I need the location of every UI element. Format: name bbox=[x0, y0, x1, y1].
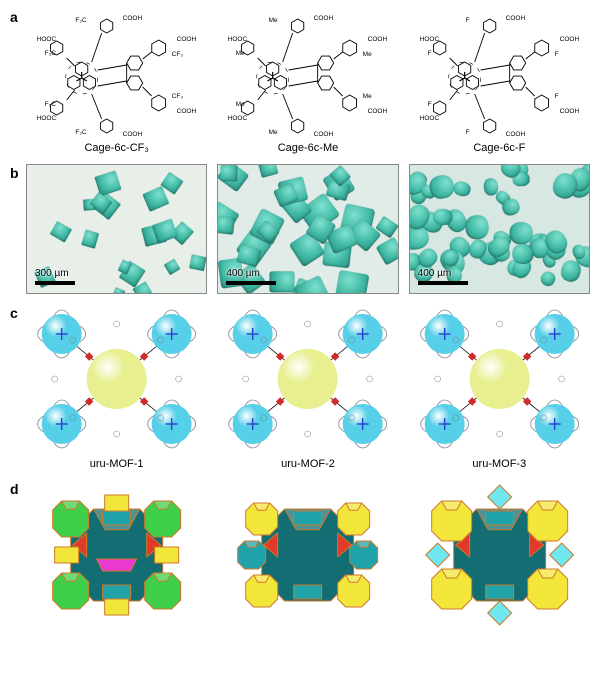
svg-text:Me: Me bbox=[236, 50, 245, 57]
chem-svg-0: COOH CF₃ COOH CF₃ HOOC F₃C HOOC F₃C COOH F₃C COOH F… bbox=[26, 8, 207, 138]
svg-text:COOH: COOH bbox=[123, 131, 143, 138]
chem-structure-1: COOH Me COOH Me HOOC Me HOOC Me COOH Me COOH Me bbox=[217, 8, 398, 138]
row-b-cells: 300 µm 400 µm 400 µm bbox=[26, 164, 590, 294]
scalebar-text-1: 400 µm bbox=[226, 268, 260, 279]
panel-label-c: c bbox=[10, 304, 26, 320]
svg-text:F: F bbox=[427, 50, 431, 57]
tiling-0 bbox=[26, 480, 207, 630]
scalebar-bar-2 bbox=[418, 281, 468, 285]
svg-text:COOH: COOH bbox=[123, 15, 143, 22]
figure: a COOHCF₃COOHCF₃HOOCF₃CHOOCF₃CCOOHF₃CCOO… bbox=[0, 0, 600, 642]
scalebar-text-2: 400 µm bbox=[418, 268, 452, 279]
svg-text:F₃C: F₃C bbox=[45, 101, 57, 108]
chem-caption-2: Cage-6c-F bbox=[473, 142, 525, 154]
scalebar-text-0: 300 µm bbox=[35, 268, 69, 279]
scalebar-0: 300 µm bbox=[35, 268, 75, 285]
scalebar-bar-1 bbox=[226, 281, 276, 285]
scalebar-1: 400 µm bbox=[226, 268, 276, 285]
svg-text:HOOC: HOOC bbox=[37, 36, 57, 43]
micro-cell-1: 400 µm bbox=[217, 164, 398, 294]
mof-structure-0 bbox=[26, 304, 207, 454]
svg-text:COOH: COOH bbox=[505, 15, 525, 22]
chem-cell-2: COOH F COOH F HOOC F HOOC F COOH F COOH F Cage-6c-F bbox=[409, 8, 590, 154]
struct-cell-2: uru-MOF-3 bbox=[409, 304, 590, 470]
svg-text:COOH: COOH bbox=[559, 108, 579, 115]
scalebar-2: 400 µm bbox=[418, 268, 468, 285]
chem-structure-0: COOH CF₃ COOH CF₃ HOOC F₃C HOOC F₃C COOH F₃C COOH F… bbox=[26, 8, 207, 138]
svg-text:HOOC: HOOC bbox=[419, 36, 439, 43]
svg-text:COOH: COOH bbox=[314, 131, 334, 138]
svg-text:CF₃: CF₃ bbox=[172, 93, 184, 100]
svg-text:COOH: COOH bbox=[559, 36, 579, 43]
svg-text:F₃C: F₃C bbox=[75, 17, 87, 24]
svg-text:F₃C: F₃C bbox=[45, 50, 57, 57]
micrograph-0: 300 µm bbox=[26, 164, 207, 294]
row-b: b 300 µm 400 µm bbox=[10, 164, 590, 294]
row-d-cells bbox=[26, 480, 590, 630]
svg-text:Me: Me bbox=[363, 51, 372, 58]
tile-cell-0 bbox=[26, 480, 207, 630]
svg-text:COOH: COOH bbox=[368, 36, 388, 43]
svg-text:Me: Me bbox=[269, 129, 278, 136]
struct-caption-1: uru-MOF-2 bbox=[281, 458, 335, 470]
svg-text:F: F bbox=[554, 51, 558, 58]
tiling-2 bbox=[409, 480, 590, 630]
svg-text:COOH: COOH bbox=[177, 108, 197, 115]
micrograph-1: 400 µm bbox=[217, 164, 398, 294]
svg-text:CF₃: CF₃ bbox=[172, 51, 184, 58]
svg-text:F: F bbox=[465, 17, 469, 24]
mof-structure-1 bbox=[217, 304, 398, 454]
panel-label-a: a bbox=[10, 8, 26, 24]
panel-label-b: b bbox=[10, 164, 26, 180]
struct-caption-0: uru-MOF-1 bbox=[90, 458, 144, 470]
svg-text:F: F bbox=[465, 129, 469, 136]
svg-text:Me: Me bbox=[236, 101, 245, 108]
svg-text:HOOC: HOOC bbox=[228, 36, 248, 43]
svg-text:F: F bbox=[427, 101, 431, 108]
row-d: d bbox=[10, 480, 590, 630]
struct-caption-2: uru-MOF-3 bbox=[472, 458, 526, 470]
svg-text:Me: Me bbox=[363, 93, 372, 100]
tile-cell-2 bbox=[409, 480, 590, 630]
micro-cell-0: 300 µm bbox=[26, 164, 207, 294]
svg-text:COOH: COOH bbox=[177, 36, 197, 43]
struct-cell-0: uru-MOF-1 bbox=[26, 304, 207, 470]
svg-text:HOOC: HOOC bbox=[228, 115, 248, 122]
tile-cell-1 bbox=[217, 480, 398, 630]
svg-text:HOOC: HOOC bbox=[37, 115, 57, 122]
row-a-cells: COOH CF₃ COOH CF₃ HOOC F₃C HOOC F₃C COOH F₃C COOH F… bbox=[26, 8, 590, 154]
chem-caption-1: Cage-6c-Me bbox=[278, 142, 339, 154]
chem-caption-0: Cage-6c-CF₃ bbox=[84, 142, 148, 154]
svg-text:F₃C: F₃C bbox=[75, 129, 87, 136]
panel-label-d: d bbox=[10, 480, 26, 496]
tiling-1 bbox=[217, 480, 398, 630]
mof-structure-2 bbox=[409, 304, 590, 454]
struct-cell-1: uru-MOF-2 bbox=[217, 304, 398, 470]
chem-cell-1: COOH Me COOH Me HOOC Me HOOC Me COOH Me COOH Me Cag… bbox=[217, 8, 398, 154]
chem-cell-0: COOH CF₃ COOH CF₃ HOOC F₃C HOOC F₃C COOH F₃C COOH F… bbox=[26, 8, 207, 154]
svg-text:HOOC: HOOC bbox=[419, 115, 439, 122]
chem-svg-1: COOH Me COOH Me HOOC Me HOOC Me COOH Me COOH Me bbox=[217, 8, 398, 138]
row-c-cells: uru-MOF-1 uru-MOF-2 uru-MOF-3 bbox=[26, 304, 590, 470]
scalebar-bar-0 bbox=[35, 281, 75, 285]
row-a: a COOHCF₃COOHCF₃HOOCF₃CHOOCF₃CCOOHF₃CCOO… bbox=[10, 8, 590, 154]
chem-structure-2: COOH F COOH F HOOC F HOOC F COOH F COOH F bbox=[409, 8, 590, 138]
svg-text:Me: Me bbox=[269, 17, 278, 24]
chem-svg-2: COOH F COOH F HOOC F HOOC F COOH F COOH F bbox=[409, 8, 590, 138]
row-c: c uru-MOF-1 uru-MOF-2 uru-MOF-3 bbox=[10, 304, 590, 470]
micrograph-2: 400 µm bbox=[409, 164, 590, 294]
svg-text:COOH: COOH bbox=[368, 108, 388, 115]
svg-text:COOH: COOH bbox=[314, 15, 334, 22]
micro-cell-2: 400 µm bbox=[409, 164, 590, 294]
svg-text:F: F bbox=[554, 93, 558, 100]
svg-text:COOH: COOH bbox=[505, 131, 525, 138]
